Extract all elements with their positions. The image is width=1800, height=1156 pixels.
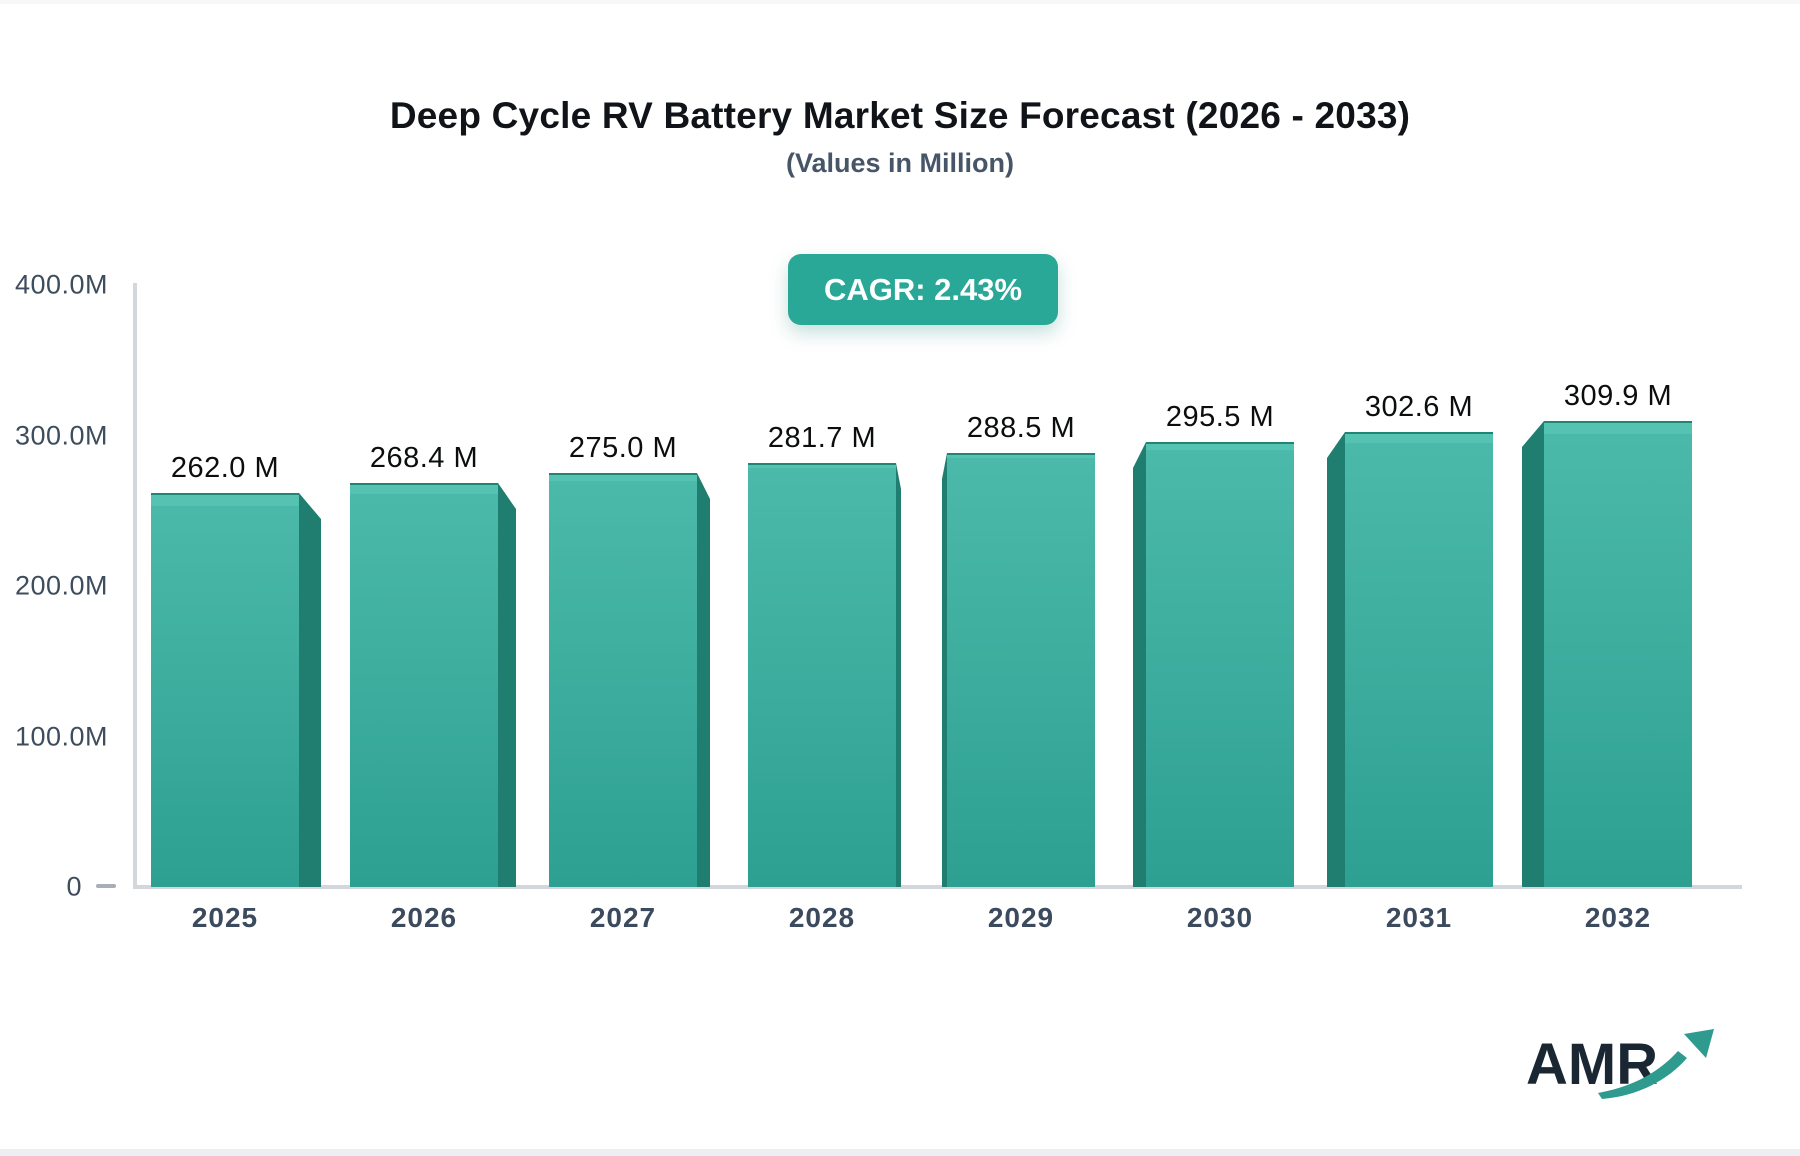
amr-logo-arrow-icon xyxy=(1598,1051,1687,1099)
bar-value-label: 302.6 M xyxy=(1364,391,1474,423)
bar-front-face xyxy=(549,473,697,887)
bottom-edge-band xyxy=(0,1149,1800,1156)
y-axis-line xyxy=(133,283,137,887)
bar-front-face xyxy=(1544,421,1692,887)
bar-top-cap xyxy=(947,453,1095,458)
bar-side-face xyxy=(942,453,947,887)
bar-side-face xyxy=(498,483,516,887)
bar-value-label: 268.4 M xyxy=(369,442,479,474)
y-axis-tick-label: 300.0M xyxy=(14,420,108,450)
bar-side-face xyxy=(896,463,901,887)
bar-2027 xyxy=(549,473,710,887)
bar-top-cap xyxy=(151,493,299,506)
bar-front-face xyxy=(1146,442,1294,887)
bar-value-label: 288.5 M xyxy=(966,412,1076,444)
y-axis-tick-label: 200.0M xyxy=(14,570,108,601)
bar-side-face xyxy=(299,493,321,887)
bar-side-face xyxy=(1327,432,1345,887)
amr-logo-arrowhead-icon xyxy=(1684,1029,1714,1058)
bar-front-face xyxy=(1345,432,1493,887)
x-axis-label-2031: 2031 xyxy=(1385,902,1453,933)
bar-front-face xyxy=(947,453,1095,887)
x-axis-label-2027: 2027 xyxy=(589,902,657,933)
x-axis-label-2030: 2030 xyxy=(1186,902,1254,933)
amr-logo: AMR xyxy=(1526,1029,1714,1099)
bar-side-face xyxy=(1133,442,1146,887)
y-axis-tick-label: 0 xyxy=(66,871,82,902)
bar-top-cap xyxy=(1345,432,1493,443)
y-axis-tick-label: 100.0M xyxy=(14,721,108,751)
bar-2032 xyxy=(1522,421,1692,887)
y-axis-tick-label: 400.0M xyxy=(14,269,108,300)
bar-front-face xyxy=(151,493,299,887)
bar-front-face xyxy=(748,463,896,887)
bar-value-label: 281.7 M xyxy=(767,422,877,454)
cagr-badge: CAGR: 2.43% xyxy=(788,254,1058,325)
bar-top-cap xyxy=(748,463,896,468)
x-axis-line xyxy=(133,885,1742,889)
zero-tick-dash xyxy=(96,884,116,888)
bar-2026 xyxy=(350,483,516,887)
chart-title: Deep Cycle RV Battery Market Size Foreca… xyxy=(389,95,1411,136)
chart-subtitle: (Values in Million) xyxy=(785,148,1015,178)
bar-2025 xyxy=(151,493,321,887)
x-axis-label-2028: 2028 xyxy=(788,902,856,933)
bar-2031 xyxy=(1327,432,1493,887)
x-axis-label-2025: 2025 xyxy=(191,902,259,933)
bar-top-cap xyxy=(350,483,498,494)
bar-side-face xyxy=(1522,421,1544,887)
bar-2028 xyxy=(748,463,901,887)
x-axis-label-2026: 2026 xyxy=(390,902,458,933)
bar-top-cap xyxy=(1544,421,1692,434)
bar-2030 xyxy=(1133,442,1294,887)
x-axis-label-2032: 2032 xyxy=(1584,902,1652,933)
bar-value-label: 295.5 M xyxy=(1165,401,1275,433)
bar-front-face xyxy=(350,483,498,887)
bar-value-label: 309.9 M xyxy=(1563,380,1673,412)
bar-2029 xyxy=(942,453,1095,887)
bar-value-label: 262.0 M xyxy=(170,452,280,484)
bar-value-label: 275.0 M xyxy=(568,432,678,464)
cagr-badge-label: CAGR: 2.43% xyxy=(823,271,1023,307)
x-axis-label-2029: 2029 xyxy=(987,902,1055,933)
bar-top-cap xyxy=(549,473,697,481)
bar-side-face xyxy=(697,473,710,887)
bar-top-cap xyxy=(1146,442,1294,450)
top-edge-band xyxy=(0,0,1800,4)
